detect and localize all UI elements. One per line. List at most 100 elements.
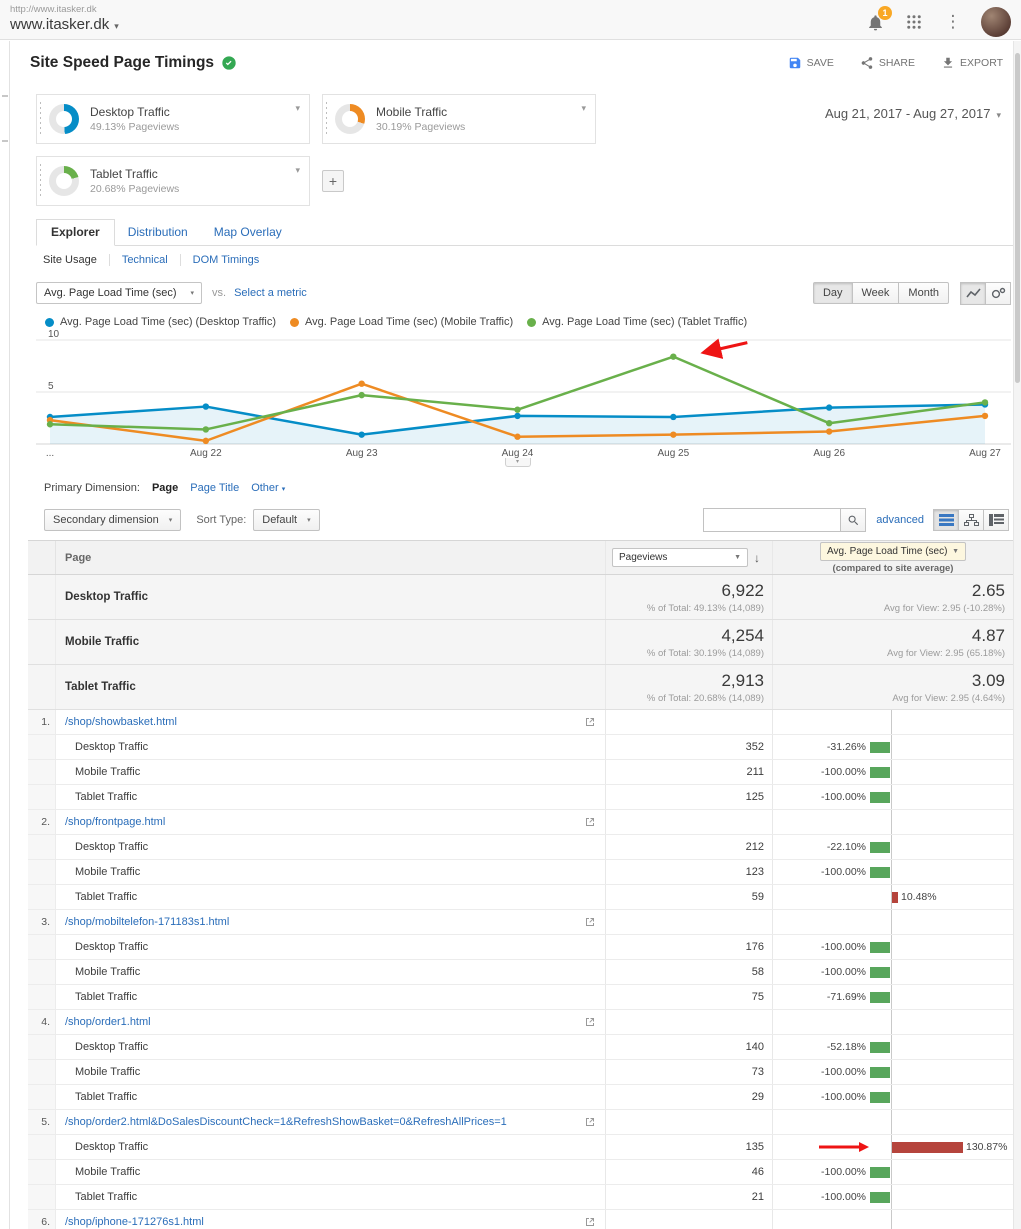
metric-delta-cell	[772, 910, 1013, 934]
primary-dimension-page-title[interactable]: Page Title	[190, 482, 240, 494]
scrollbar[interactable]	[1013, 41, 1021, 1229]
delta-value: -31.26%	[826, 741, 866, 753]
svg-text:10: 10	[48, 329, 60, 340]
line-chart-toggle-icon[interactable]	[960, 281, 986, 305]
dropdown-arrow-icon: ▼	[952, 548, 959, 555]
column-header-page[interactable]: Page	[65, 551, 92, 564]
open-in-new-icon[interactable]	[585, 1217, 595, 1229]
avatar[interactable]	[981, 7, 1011, 37]
metric-delta-cell	[772, 710, 1013, 734]
notifications-bell-icon[interactable]: 1	[864, 6, 892, 33]
notification-badge: 1	[878, 6, 892, 20]
table-body: Desktop Traffic 6,922 % of Total: 49.13% (…	[28, 575, 1013, 1229]
svg-text:...: ...	[46, 448, 54, 459]
pageviews-value: 212	[605, 835, 772, 859]
delta-bar	[870, 1192, 890, 1203]
secondary-dimension-button[interactable]: Secondary dimension ▾	[44, 509, 182, 531]
more-menu-icon[interactable]: ⋮	[944, 12, 962, 31]
data-table-view-icon[interactable]	[933, 509, 959, 531]
segment-card-mobile[interactable]: Mobile Traffic 30.19% Pageviews ▾	[322, 94, 596, 144]
pivot-view-icon[interactable]	[983, 509, 1009, 531]
primary-dimension-other[interactable]: Other ▾	[251, 482, 286, 494]
metric-selector[interactable]: Avg. Page Load Time (sec) ▾	[36, 282, 202, 304]
table-search-input[interactable]	[703, 508, 842, 532]
chevron-down-icon[interactable]: ▾	[295, 103, 300, 113]
dropdown-arrow-icon: ▼	[734, 554, 741, 561]
segment-label: Tablet Traffic	[75, 891, 138, 903]
chevron-down-icon[interactable]: ▾	[295, 165, 300, 175]
segment-row: Mobile Traffic 46 -100.00%	[28, 1160, 1013, 1185]
row-index-cell	[28, 760, 56, 784]
open-in-new-icon[interactable]	[585, 817, 595, 830]
search-icon[interactable]	[840, 508, 867, 532]
granularity-week-button[interactable]: Week	[851, 282, 900, 304]
sort-descending-icon[interactable]: ↓	[754, 550, 760, 565]
subtab-site-usage[interactable]: Site Usage	[43, 254, 97, 266]
row-index-cell	[28, 1035, 56, 1059]
date-range-selector[interactable]: Aug 21, 2017 - Aug 27, 2017 ▾	[824, 106, 1001, 121]
delta-axis-line	[891, 885, 892, 909]
sort-type-button[interactable]: Default ▾	[253, 509, 320, 531]
caret-down-icon: ▾	[190, 290, 194, 297]
subtab-dom-timings[interactable]: DOM Timings	[179, 254, 272, 266]
page-link[interactable]: /shop/showbasket.html	[65, 716, 177, 728]
pageviews-total: 2,913	[721, 671, 764, 690]
segment-label: Desktop Traffic	[75, 1141, 149, 1153]
page-link[interactable]: /shop/frontpage.html	[65, 816, 166, 828]
metric-column-dropdown[interactable]: Avg. Page Load Time (sec) ▼	[820, 542, 966, 561]
legend-dot	[290, 317, 300, 327]
primary-dimension-page[interactable]: Page	[151, 482, 179, 494]
page-link[interactable]: /shop/order2.html&DoSalesDiscountCheck=1…	[65, 1116, 507, 1128]
pageviews-column-dropdown[interactable]: Pageviews ▼	[612, 548, 748, 567]
delta-bar	[870, 742, 890, 753]
delta-axis-line	[891, 810, 892, 834]
save-button[interactable]: SAVE	[788, 56, 834, 70]
select-metric-link[interactable]: Select a metric	[234, 287, 307, 299]
granularity-month-button[interactable]: Month	[898, 282, 949, 304]
page-link[interactable]: /shop/iphone-171276s1.html	[65, 1216, 204, 1228]
open-in-new-icon[interactable]	[585, 1117, 595, 1130]
advanced-link[interactable]: advanced	[876, 514, 924, 526]
share-button[interactable]: SHARE	[860, 56, 915, 70]
row-index: 6.	[28, 1210, 56, 1229]
delta-value: -100.00%	[821, 1091, 866, 1103]
open-in-new-icon[interactable]	[585, 1017, 595, 1030]
account-selector[interactable]: www.itasker.dk ▾	[10, 16, 1021, 33]
open-in-new-icon[interactable]	[585, 917, 595, 930]
tab-explorer[interactable]: Explorer	[36, 219, 115, 246]
legend-dot	[45, 317, 54, 327]
collapsed-sidebar[interactable]	[0, 41, 10, 1229]
download-icon	[943, 57, 953, 68]
segment-label: Tablet Traffic	[75, 1191, 138, 1203]
comparison-view-icon[interactable]	[958, 509, 984, 531]
caret-down-icon: ▾	[307, 517, 311, 524]
delta-bar	[870, 992, 890, 1003]
segment-row: Tablet Traffic 29 -100.00%	[28, 1085, 1013, 1110]
tab-map-overlay[interactable]: Map Overlay	[213, 225, 282, 239]
segment-card-tablet[interactable]: Tablet Traffic 20.68% Pageviews ▾	[36, 156, 310, 206]
apps-grid-icon[interactable]	[903, 11, 925, 33]
metric-delta-cell: -22.10%	[772, 835, 1013, 859]
scrollbar-thumb[interactable]	[1015, 53, 1020, 383]
pageviews-percent-of-total: % of Total: 30.19% (14,089)	[646, 648, 764, 659]
segment-row: Desktop Traffic 135 130.87%	[28, 1135, 1013, 1160]
motion-chart-toggle-icon[interactable]	[985, 281, 1011, 305]
segment-cell: Mobile Traffic	[56, 1060, 605, 1084]
add-segment-button[interactable]: +	[322, 170, 344, 192]
annotations-drawer-toggle[interactable]: ▾	[504, 458, 531, 467]
pageviews-cell	[605, 1110, 772, 1134]
page-link[interactable]: /shop/order1.html	[65, 1016, 151, 1028]
subtab-technical[interactable]: Technical	[108, 254, 180, 266]
open-in-new-icon[interactable]	[585, 717, 595, 730]
summary-label-cell: Desktop Traffic	[56, 575, 605, 619]
pageviews-cell	[605, 710, 772, 734]
export-button[interactable]: EXPORT	[941, 56, 1003, 70]
segment-card-desktop[interactable]: Desktop Traffic 49.13% Pageviews ▾	[36, 94, 310, 144]
tab-distribution[interactable]: Distribution	[127, 225, 188, 239]
row-index-cell	[28, 860, 56, 884]
granularity-day-button[interactable]: Day	[812, 282, 853, 304]
pageviews-value: 140	[605, 1035, 772, 1059]
chevron-down-icon[interactable]: ▾	[581, 103, 586, 113]
delta-bar	[870, 1067, 890, 1078]
page-link[interactable]: /shop/mobiltelefon-171183s1.html	[65, 916, 230, 928]
